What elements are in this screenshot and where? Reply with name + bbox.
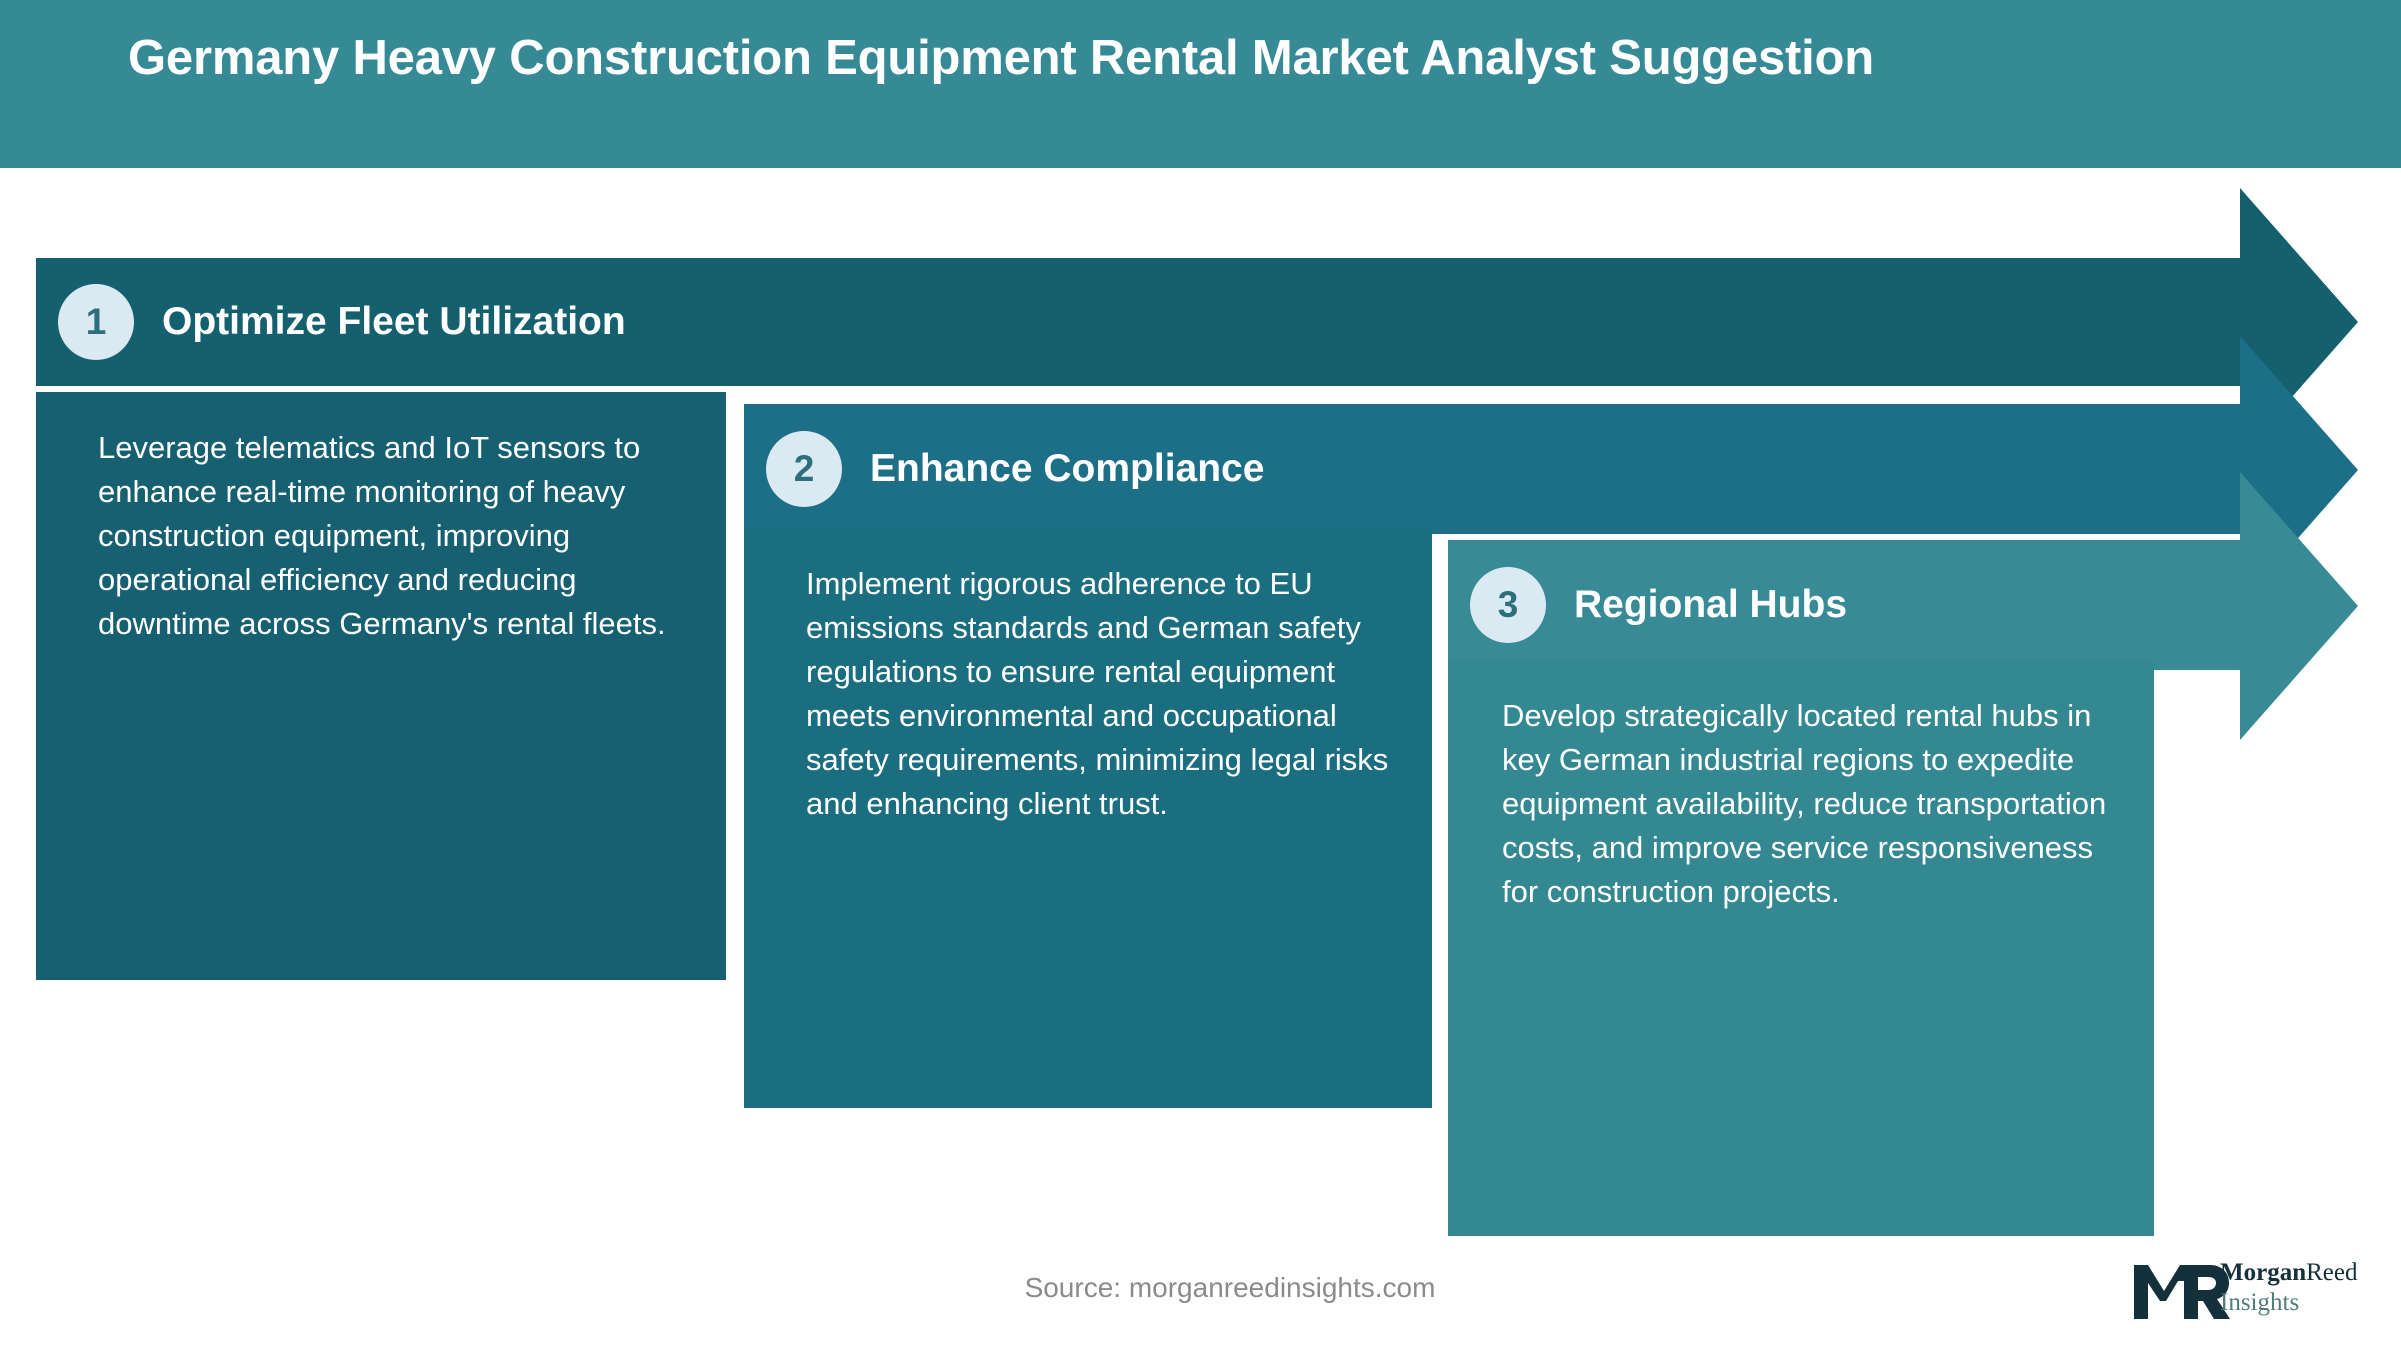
brand-line-1: MorganReed (2220, 1259, 2357, 1287)
step-band-1[interactable]: 1 Optimize Fleet Utilization (36, 258, 2240, 386)
source-label: Source: morganreedinsights.com (1024, 1272, 1436, 1303)
page-title: Germany Heavy Construction Equipment Ren… (128, 31, 1875, 85)
brand-logo-icon (2134, 1265, 2230, 1319)
step-body-2: Implement rigorous adherence to EU emiss… (806, 566, 1389, 822)
step-number-2: 2 (793, 448, 815, 489)
step-card-3: Develop strategically located rental hub… (1448, 660, 2154, 1236)
step-number-1: 1 (85, 301, 107, 342)
step-body-1: Leverage telematics and IoT sensors to e… (98, 430, 666, 642)
header-banner: Germany Heavy Construction Equipment Ren… (0, 0, 2401, 168)
step-title-2: Enhance Compliance (870, 447, 1265, 490)
step-number-3: 3 (1497, 584, 1519, 625)
step-badge-2: 2 (766, 431, 842, 507)
step-badge-1: 1 (58, 284, 134, 360)
brand-morgan: Morgan (2220, 1259, 2307, 1286)
step-band-2[interactable]: 2 Enhance Compliance (744, 404, 2240, 534)
brand-logo-text: MorganReed Insights (2220, 1259, 2357, 1317)
step-card-2: Implement rigorous adherence to EU emiss… (744, 528, 1432, 1108)
step-band-3[interactable]: 3 Regional Hubs (1448, 540, 2240, 670)
step-title-3: Regional Hubs (1574, 583, 1848, 626)
brand-line-2: Insights (2220, 1289, 2300, 1316)
step-card-1: Leverage telematics and IoT sensors to e… (36, 392, 726, 980)
step-body-3: Develop strategically located rental hub… (1502, 698, 2107, 910)
brand-reed: Reed (2306, 1259, 2358, 1286)
step-badge-3: 3 (1470, 567, 1546, 643)
step-title-1: Optimize Fleet Utilization (162, 300, 626, 343)
